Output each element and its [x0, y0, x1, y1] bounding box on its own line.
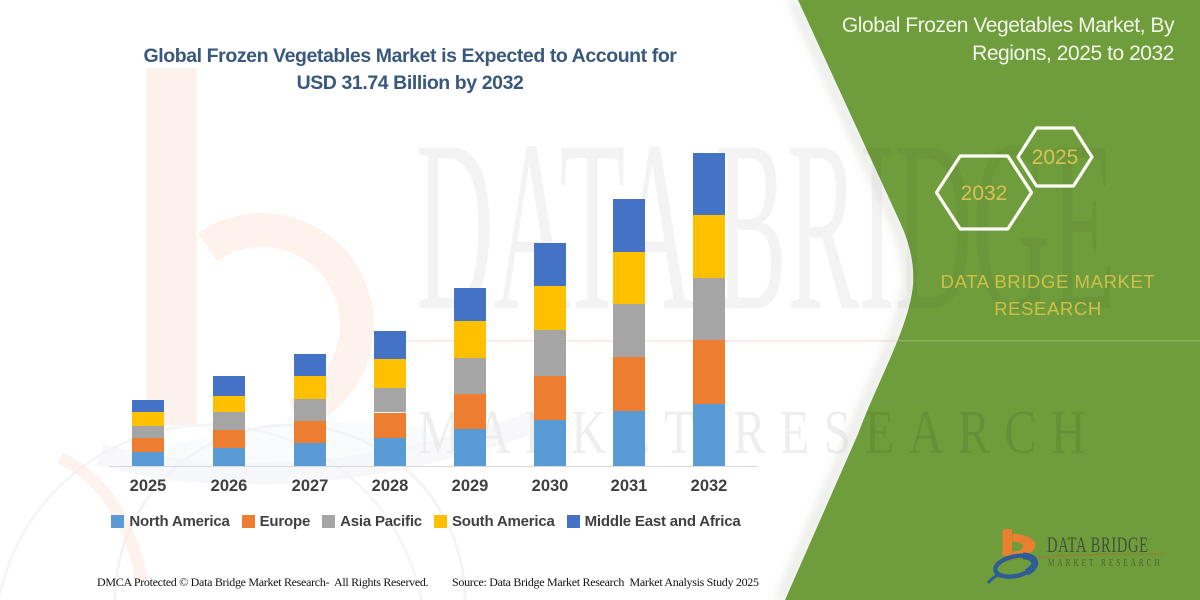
svg-text:2032: 2032: [961, 182, 1008, 205]
svg-text:MARKET RESEARCH: MARKET RESEARCH: [1048, 558, 1163, 570]
svg-text:DATA BRIDGE: DATA BRIDGE: [1047, 533, 1149, 558]
svg-text:2025: 2025: [1032, 146, 1079, 169]
